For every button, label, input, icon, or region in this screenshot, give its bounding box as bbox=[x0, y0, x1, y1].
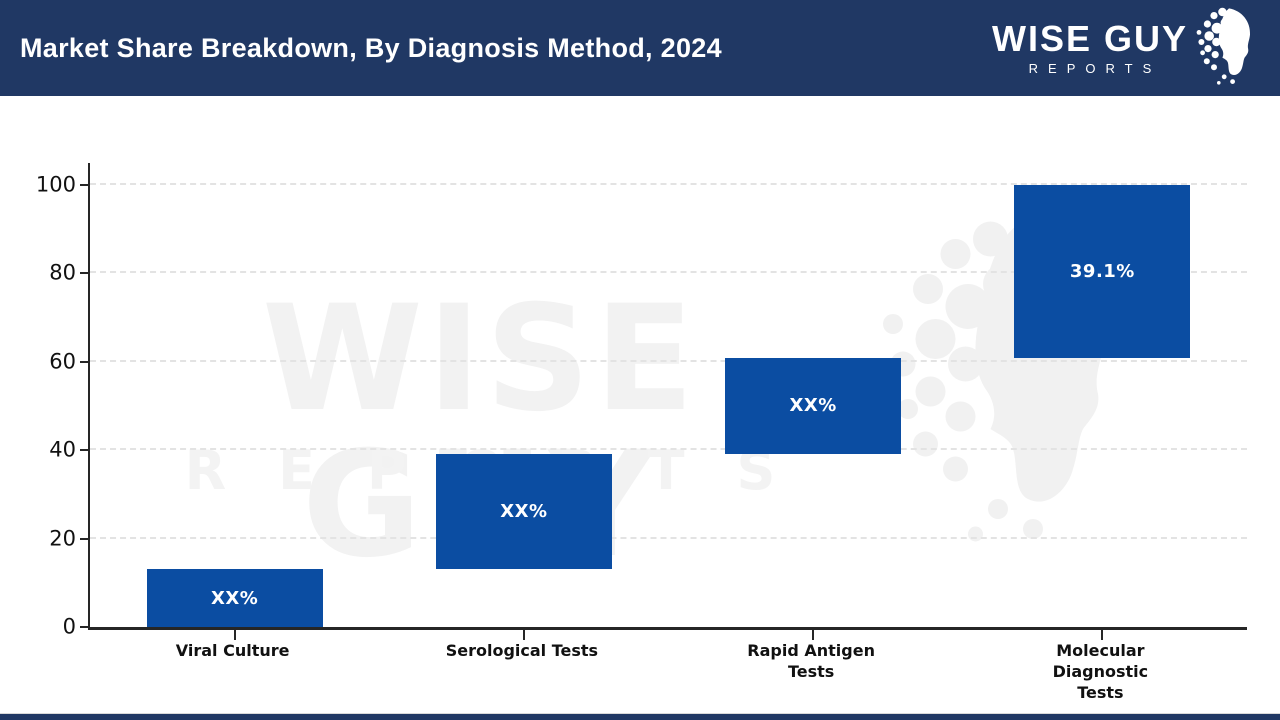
gridline-40 bbox=[90, 448, 1247, 451]
logo-wordmark: WISE GUY bbox=[991, 17, 1188, 59]
logo-text: WISE GUY REPORTS bbox=[991, 17, 1188, 76]
x-axis-labels: Viral Culture Serological Tests Rapid Anti… bbox=[88, 641, 1245, 702]
y-tick-mark-100 bbox=[80, 183, 88, 186]
x-category-label-3: Rapid Antigen Tests bbox=[747, 641, 875, 681]
x-category-label-4: Molecular Diagnostic Tests bbox=[1052, 641, 1149, 702]
y-tick-label-80: 80 bbox=[49, 260, 76, 285]
y-tick-mark-0 bbox=[80, 626, 88, 628]
x-category-label-2: Serological Tests bbox=[445, 641, 599, 660]
bar-value-label: XX% bbox=[210, 587, 259, 609]
gridline-80 bbox=[90, 271, 1247, 274]
bar-1: XX% bbox=[146, 569, 323, 627]
y-tick-mark-60 bbox=[80, 360, 88, 363]
x-tick-mark-4 bbox=[1101, 630, 1104, 640]
header-bar: Market Share Breakdown, By Diagnosis Met… bbox=[0, 0, 1280, 96]
gridline-100 bbox=[90, 182, 1247, 185]
y-tick-mark-20 bbox=[80, 537, 88, 540]
bar-value-label: XX% bbox=[789, 395, 837, 417]
y-tick-mark-40 bbox=[80, 449, 88, 452]
x-tick-mark-2 bbox=[522, 630, 525, 640]
bar-2: XX% bbox=[435, 454, 612, 570]
footer-bar bbox=[0, 713, 1280, 720]
y-tick-label-40: 40 bbox=[49, 437, 76, 462]
y-axis-labels: 0 20 40 60 80 100 bbox=[0, 163, 76, 637]
gridline-60 bbox=[90, 359, 1247, 362]
y-tick-label-60: 60 bbox=[49, 349, 76, 374]
y-tick-label-0: 0 bbox=[62, 614, 76, 639]
bar-3: XX% bbox=[725, 357, 902, 455]
plot-area: XX% XX% XX% 39.1% bbox=[80, 163, 1247, 640]
gridline-20 bbox=[90, 536, 1247, 539]
y-tick-mark-80 bbox=[80, 272, 88, 275]
y-tick-label-100: 100 bbox=[35, 172, 76, 197]
bar-value-label: XX% bbox=[500, 501, 548, 523]
x-tick-mark-1 bbox=[233, 630, 236, 640]
x-tick-mark-3 bbox=[812, 630, 815, 640]
y-tick-label-20: 20 bbox=[49, 526, 76, 551]
wiseguy-logo: WISE GUY REPORTS bbox=[992, 6, 1254, 90]
bar-4: 39.1% bbox=[1014, 184, 1191, 358]
logo-face-icon bbox=[1196, 7, 1251, 85]
page-title: Market Share Breakdown, By Diagnosis Met… bbox=[20, 32, 722, 63]
logo-subtitle: REPORTS bbox=[1028, 60, 1162, 76]
x-category-label-1: Viral Culture bbox=[175, 641, 290, 660]
bar-value-label: 39.1% bbox=[1069, 260, 1135, 282]
